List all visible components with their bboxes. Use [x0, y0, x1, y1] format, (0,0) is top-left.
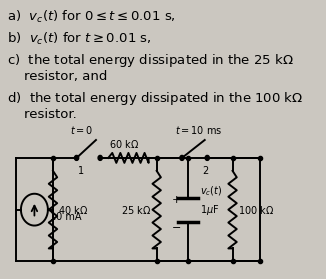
Text: $v_c(t)$: $v_c(t)$ — [200, 184, 222, 198]
Text: +: + — [171, 195, 181, 205]
Text: 2: 2 — [202, 166, 209, 176]
Text: $-$: $-$ — [171, 221, 181, 230]
Text: d)  the total energy dissipated in the 100 k$\Omega$: d) the total energy dissipated in the 10… — [7, 90, 304, 107]
Text: 1: 1 — [78, 166, 84, 176]
Text: 100 k$\Omega$: 100 k$\Omega$ — [238, 204, 274, 216]
Text: resistor, and: resistor, and — [7, 70, 108, 83]
Text: 25 k$\Omega$: 25 k$\Omega$ — [121, 204, 151, 216]
Text: 40 k$\Omega$: 40 k$\Omega$ — [58, 204, 88, 216]
Text: $t = 10$ ms: $t = 10$ ms — [175, 124, 223, 136]
Circle shape — [180, 155, 184, 160]
Circle shape — [205, 155, 209, 160]
Text: b)  $v_c(t)$ for $t \geq 0.01$ s,: b) $v_c(t)$ for $t \geq 0.01$ s, — [7, 30, 152, 47]
Text: 10 mA: 10 mA — [50, 212, 81, 222]
Text: a)  $v_c(t)$ for $0 \leq t \leq 0.01$ s,: a) $v_c(t)$ for $0 \leq t \leq 0.01$ s, — [7, 9, 176, 25]
Circle shape — [98, 155, 102, 160]
Text: 1$\mu$F: 1$\mu$F — [200, 203, 219, 217]
Text: $t = 0$: $t = 0$ — [70, 124, 93, 136]
Text: resistor.: resistor. — [7, 108, 77, 121]
Circle shape — [74, 155, 79, 160]
Text: 60 k$\Omega$: 60 k$\Omega$ — [109, 138, 139, 150]
Text: c)  the total energy dissipated in the 25 k$\Omega$: c) the total energy dissipated in the 25… — [7, 52, 294, 69]
